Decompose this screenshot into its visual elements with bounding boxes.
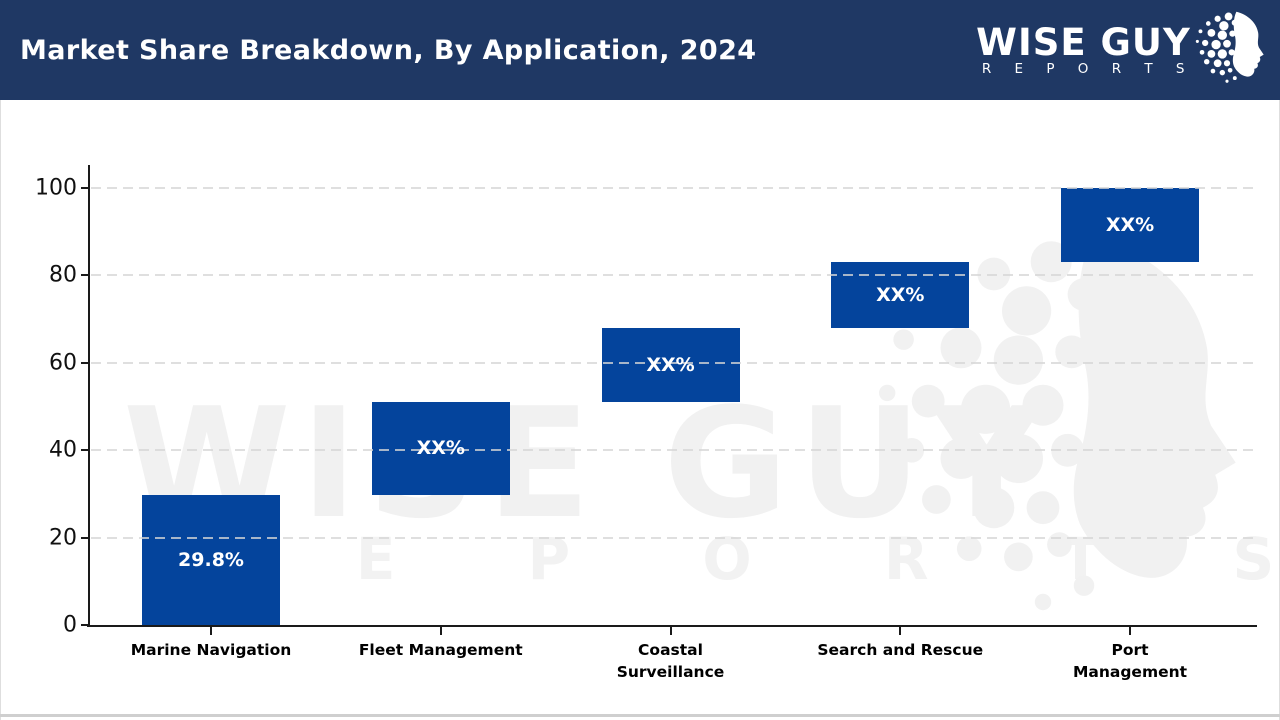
- category-label: Search and Rescue: [817, 641, 984, 659]
- y-tick-mark: [81, 186, 89, 189]
- category-label: Port Management: [1072, 641, 1188, 681]
- page-title: Market Share Breakdown, By Application, …: [20, 34, 757, 66]
- gridline: [91, 361, 1255, 364]
- y-tick-mark: [81, 449, 89, 451]
- y-tick-mark: [81, 536, 89, 539]
- category-label: Coastal Surveillance: [616, 641, 725, 681]
- y-tick-mark: [81, 361, 89, 364]
- x-tick-mark: [210, 627, 212, 635]
- bar-segment: [601, 327, 740, 402]
- y-axis-line: [88, 165, 90, 627]
- gridline: [91, 274, 1255, 276]
- bar-value-label: 29.8%: [178, 548, 244, 571]
- y-tick-label: 20: [49, 525, 77, 550]
- y-tick-label: 80: [49, 262, 77, 288]
- brand-logo: WISE GUY R E P O R T S: [973, 7, 1266, 93]
- category-label: Fleet Management: [358, 641, 523, 659]
- y-tick-label: 0: [63, 612, 77, 638]
- bar-segment: [371, 401, 510, 495]
- gridline: [91, 449, 1255, 451]
- y-tick-label: 40: [49, 437, 77, 463]
- x-tick-mark: [899, 627, 902, 635]
- gridline: [91, 536, 1255, 539]
- category-label: Marine Navigation: [130, 641, 292, 659]
- bar-value-label: XX%: [646, 353, 695, 376]
- logo-wordmark-line2: R E P O R T S: [981, 60, 1194, 77]
- logo-wordmark: WISE GUY R E P O R T S: [973, 24, 1194, 77]
- y-tick-label: 60: [49, 350, 77, 375]
- x-axis-line: [87, 625, 1257, 627]
- bar-value-label: XX%: [416, 437, 465, 460]
- header-bar: Market Share Breakdown, By Application, …: [0, 0, 1280, 100]
- bar-segment: [142, 494, 280, 625]
- y-tick-label: 100: [35, 175, 77, 200]
- y-tick-mark: [81, 624, 89, 626]
- gridline: [91, 186, 1255, 189]
- logo-wordmark-line1: WISE GUY: [976, 20, 1191, 64]
- bottom-border: [0, 714, 1280, 717]
- bar-segment: [1061, 187, 1199, 262]
- x-tick-mark: [669, 627, 672, 635]
- y-tick-mark: [81, 274, 89, 276]
- x-tick-mark: [1129, 627, 1131, 635]
- x-tick-mark: [439, 627, 442, 635]
- bar-value-label: XX%: [876, 283, 925, 306]
- bar-value-label: XX%: [1105, 213, 1155, 236]
- bar-segment: [831, 261, 970, 328]
